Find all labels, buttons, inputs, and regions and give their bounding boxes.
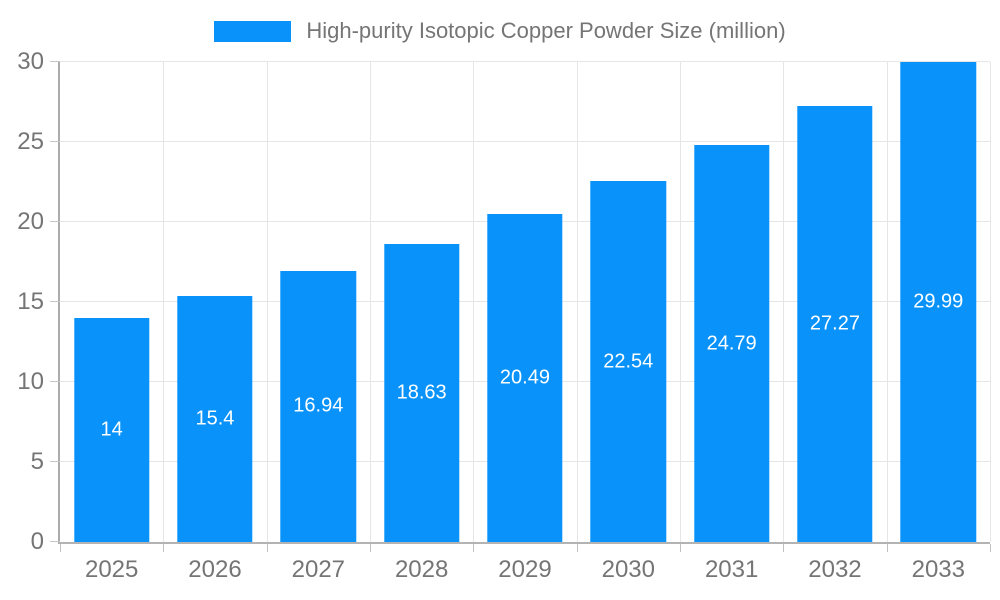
bar-2031[interactable]: 24.79	[693, 145, 770, 542]
bar-slot: 18.63	[370, 62, 473, 542]
bar-2029[interactable]: 20.49	[487, 214, 563, 542]
y-axis-tick-label: 30	[17, 48, 44, 75]
x-gridline	[679, 62, 681, 542]
x-axis-tick-label: 2030	[601, 556, 655, 583]
bar-slot: 29.99	[887, 62, 990, 542]
bar-2026[interactable]: 15.4	[177, 295, 253, 542]
x-axis-tick-label: 2028	[394, 556, 449, 583]
x-gridline	[266, 62, 268, 542]
bar-value-label: 15.4	[195, 407, 235, 430]
x-axis-tick	[266, 544, 268, 552]
y-axis-tick	[50, 61, 60, 62]
bar-value-label: 29.99	[913, 290, 964, 313]
bar-2025[interactable]: 14	[73, 318, 150, 542]
x-axis-tick	[369, 544, 371, 552]
x-gridline	[990, 62, 991, 542]
x-gridline	[163, 62, 165, 542]
bar-slot: 15.4	[163, 62, 266, 542]
legend-label[interactable]: High-purity Isotopic Copper Powder Size …	[306, 18, 786, 43]
x-axis-tick	[886, 544, 888, 552]
x-axis-tick	[783, 544, 785, 552]
bar-value-label: 16.94	[293, 394, 344, 417]
y-axis-tick	[50, 541, 60, 542]
y-axis-tick-label: 0	[30, 528, 44, 555]
x-axis-tick-label: 2033	[911, 556, 965, 583]
plot-area: 0 5 10 15 20 25 30 14 15.4 16.94 18.63 20.49 22.54 24…	[17, 50, 991, 583]
bar-2033[interactable]: 29.99	[900, 62, 976, 542]
y-axis-tick	[50, 461, 60, 463]
bar-value-label: 18.63	[396, 381, 447, 404]
y-axis-tick-label: 5	[30, 448, 44, 476]
x-axis-tick-label: 2029	[498, 556, 552, 583]
bar-slot: 14	[60, 62, 163, 542]
legend-swatch[interactable]	[214, 20, 292, 42]
bar-slots: 14 15.4 16.94 18.63 20.49 22.54 24.79 27.27 29.9…	[60, 62, 990, 542]
y-axis-tick-label: 20	[17, 208, 44, 236]
chart-legend: High-purity Isotopic Copper Powder Size …	[0, 18, 1000, 44]
bar-slot: 24.79	[680, 62, 783, 542]
bar-slot: 16.94	[267, 62, 370, 542]
bar-2028[interactable]: 18.63	[383, 243, 460, 542]
x-gridline	[783, 62, 785, 542]
x-axis-tick	[990, 544, 991, 552]
bar-2032[interactable]: 27.27	[797, 105, 873, 542]
bar-value-label: 20.49	[499, 366, 550, 389]
x-gridline	[886, 62, 888, 542]
y-axis-tick	[50, 381, 60, 383]
bar-value-label: 27.27	[809, 312, 860, 335]
x-axis-tick-label: 2026	[188, 556, 242, 583]
bar-slot: 20.49	[473, 62, 576, 542]
x-axis-tick	[679, 544, 681, 552]
x-axis-tick-label: 2031	[704, 556, 759, 583]
x-axis-labels: 2025 2026 2027 2028 2029 2030 2031 2032 2033	[60, 556, 990, 584]
x-gridline	[473, 62, 475, 542]
bar-2030[interactable]: 22.54	[590, 181, 667, 542]
x-axis-tick	[576, 544, 578, 552]
x-axis-tick	[60, 544, 61, 552]
bar-slot: 27.27	[783, 62, 886, 542]
x-gridline	[576, 62, 578, 542]
x-axis-tick	[163, 544, 165, 552]
bar-value-label: 24.79	[706, 332, 757, 355]
y-axis-tick-label: 15	[17, 288, 44, 315]
y-axis-tick	[50, 221, 60, 223]
y-axis-tick	[50, 301, 60, 302]
y-gridline	[60, 141, 990, 142]
x-axis-tick-label: 2025	[84, 556, 139, 583]
bar-value-label: 22.54	[603, 350, 654, 373]
y-gridline	[60, 61, 990, 62]
bar-2027[interactable]: 16.94	[280, 270, 357, 542]
y-axis-tick-label: 10	[17, 368, 44, 396]
x-axis-tick	[473, 544, 475, 552]
x-gridline	[369, 62, 371, 542]
x-axis-tick-label: 2032	[808, 556, 862, 583]
bar-value-label: 14	[100, 418, 123, 441]
x-axis-tick-label: 2027	[291, 556, 346, 583]
y-axis-tick	[50, 141, 60, 142]
bar-slot: 22.54	[577, 62, 680, 542]
y-axis-tick-label: 25	[17, 128, 44, 155]
